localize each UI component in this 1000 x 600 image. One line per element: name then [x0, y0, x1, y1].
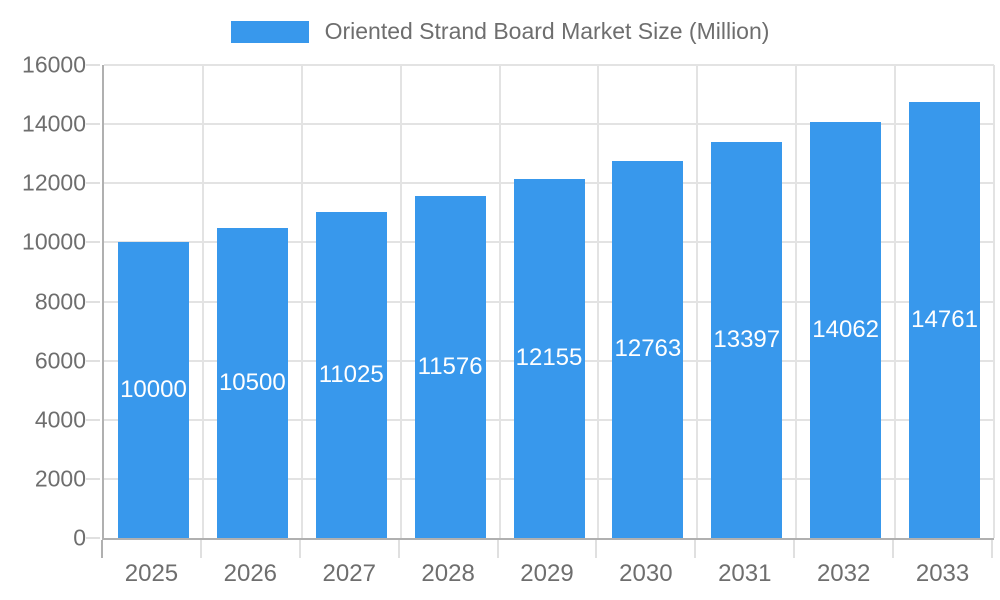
y-axis-tick [86, 182, 100, 185]
x-axis-tick-label: 2026 [223, 560, 278, 587]
y-gridline [104, 64, 994, 66]
x-axis-tick [892, 540, 895, 558]
bar[interactable]: 11576 [414, 195, 486, 538]
x-gridline [795, 65, 798, 538]
y-axis-tick-label: 10000 [22, 228, 86, 255]
y-axis-tick-label: 16000 [22, 51, 86, 78]
x-axis-tick [101, 540, 103, 558]
bar[interactable]: 11025 [315, 212, 387, 538]
x-gridline [894, 65, 897, 538]
bar-value-label: 12155 [515, 344, 583, 372]
x-axis-tick-label: 2028 [421, 560, 475, 587]
bar[interactable]: 10500 [216, 227, 288, 538]
bar-value-label: 11025 [318, 361, 384, 389]
x-axis-tick-label: 2029 [520, 560, 574, 587]
y-axis-tick [86, 537, 100, 539]
bar[interactable]: 14062 [810, 122, 882, 538]
x-axis-tick [595, 540, 598, 558]
x-axis-tick [397, 540, 400, 558]
bar[interactable]: 14761 [909, 101, 981, 538]
x-axis-tick-label: 2025 [124, 560, 179, 587]
x-axis-tick-label: 2033 [915, 560, 970, 587]
x-gridline [399, 65, 402, 538]
bar-value-label: 10500 [218, 368, 286, 396]
y-axis-tick [86, 477, 100, 480]
legend-swatch [230, 20, 309, 43]
plot-area: 10000 10500 11025 11576 12155 12763 13397 14062… [102, 64, 995, 540]
y-axis: 0 2000 4000 6000 8000 10000 12000 14000 16000 [0, 0, 86, 600]
x-axis-tick-label: 2031 [718, 560, 772, 587]
bar-value-label: 10000 [120, 376, 187, 404]
y-axis-tick [86, 123, 100, 126]
legend[interactable]: Oriented Strand Board Market Size (Milli… [0, 18, 1000, 45]
legend-label: Oriented Strand Board Market Size (Milli… [324, 18, 770, 44]
y-axis-tick-label: 14000 [22, 110, 86, 137]
bar[interactable]: 10000 [117, 242, 189, 538]
bar-value-label: 14062 [812, 316, 880, 344]
bar[interactable]: 12763 [612, 160, 684, 538]
y-axis-tick [86, 418, 100, 421]
x-axis-tick-label: 2027 [322, 560, 376, 587]
bar-value-label: 14761 [911, 305, 978, 333]
x-axis-tick [298, 540, 301, 558]
bar[interactable]: 13397 [711, 141, 783, 538]
x-gridline [597, 65, 600, 538]
bar[interactable]: 12155 [513, 178, 585, 538]
bar-value-label: 12763 [614, 335, 682, 363]
x-axis-tick [694, 540, 697, 558]
y-axis-tick-label: 2000 [34, 465, 86, 492]
x-gridline [696, 65, 699, 538]
y-axis-tick-label: 12000 [22, 169, 86, 196]
x-axis-tick-label: 2032 [816, 560, 871, 587]
y-gridline [104, 123, 994, 126]
x-axis-tick [496, 540, 499, 558]
y-axis-tick [86, 359, 100, 362]
x-gridline [300, 65, 303, 538]
bar-value-label: 13397 [713, 325, 781, 353]
x-axis-tick-label: 2030 [619, 560, 673, 587]
y-axis-tick [86, 64, 100, 66]
x-axis-tick [991, 540, 993, 558]
x-gridline [498, 65, 501, 538]
y-axis-tick-label: 8000 [34, 288, 86, 314]
x-axis-tick [793, 540, 796, 558]
x-gridline [201, 65, 204, 538]
y-axis-tick [86, 241, 100, 244]
y-axis-tick-label: 4000 [34, 406, 86, 433]
x-gridline [993, 65, 995, 538]
y-axis-tick-label: 6000 [34, 347, 86, 374]
y-axis-tick-label: 0 [73, 524, 86, 551]
bar-value-label: 11576 [417, 352, 483, 380]
x-axis-tick [199, 540, 202, 558]
y-axis-tick [86, 300, 100, 303]
